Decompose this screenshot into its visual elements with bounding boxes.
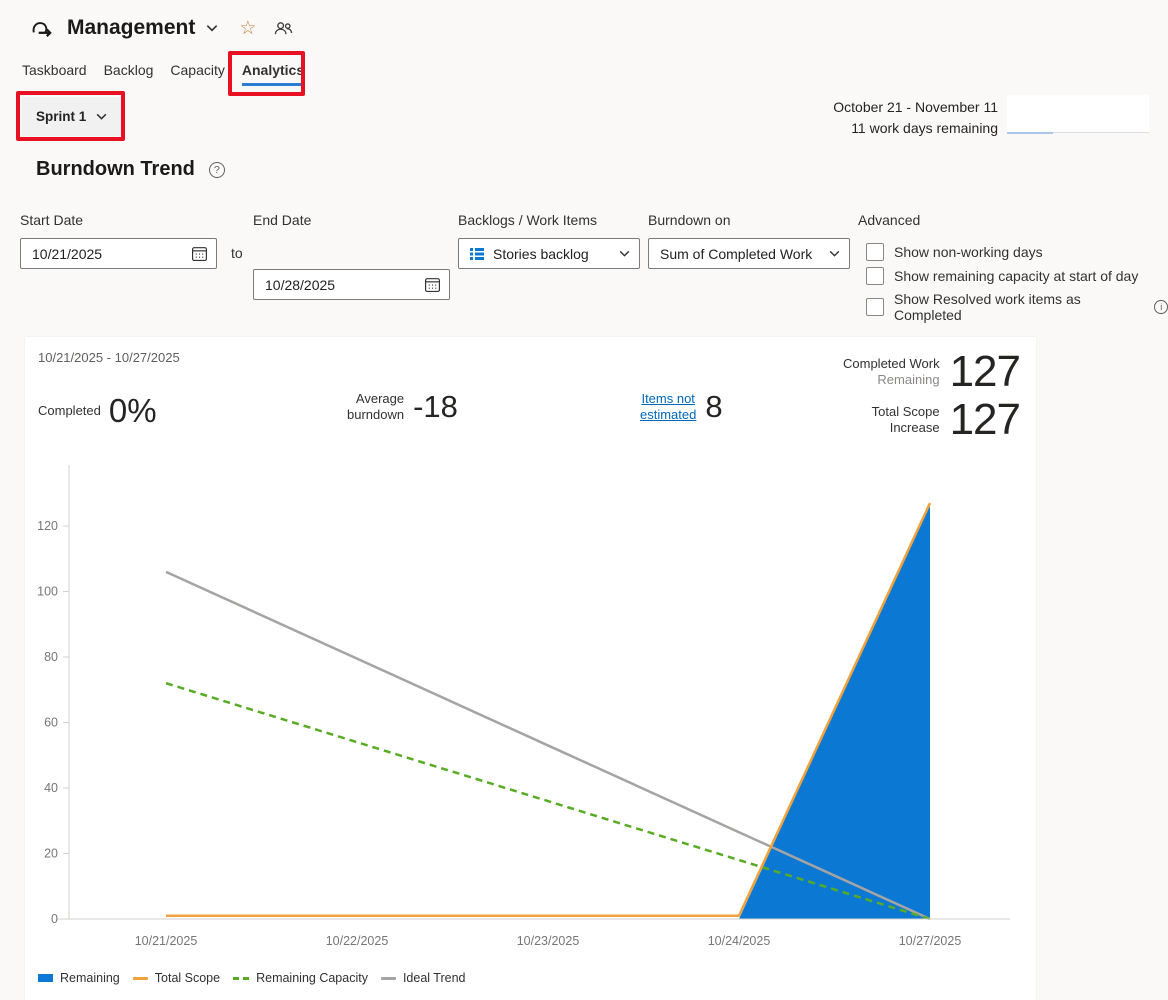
legend-swatch	[38, 974, 53, 982]
page-title-row: Burndown Trend ?	[36, 158, 225, 181]
burndown-on-dropdown[interactable]: Sum of Completed Work	[648, 238, 850, 269]
advanced-label: Advanced	[858, 212, 921, 228]
project-title[interactable]: Management	[67, 16, 196, 39]
burndown-chart: 0 20 40 60 80 100 120 10/21/2025 10/22/2025 10/23…	[25, 447, 1036, 959]
iteration-date-range: October 21 - November 11	[833, 99, 998, 115]
burndown-chart-svg: 0 20 40 60 80 100 120 10/21/2025 10/22/2025 10/23…	[37, 465, 1010, 948]
stat-items-not-estimated-value: 8	[705, 389, 723, 424]
backlog-picker-label: Backlogs / Work Items	[458, 212, 598, 228]
calendar-icon[interactable]	[191, 245, 208, 267]
items-not-estimated-link[interactable]: Items not estimated	[640, 391, 696, 423]
stat-completed-work-value: 127	[949, 347, 1021, 396]
tab-capacity[interactable]: Capacity	[170, 62, 225, 78]
iteration-date-info: October 21 - November 11 11 work days re…	[833, 97, 998, 139]
svg-text:80: 80	[44, 650, 58, 664]
start-date-field	[20, 238, 217, 269]
chevron-down-icon[interactable]	[205, 21, 219, 35]
checkbox-label: Show remaining capacity at start of day	[894, 268, 1139, 284]
svg-text:40: 40	[44, 781, 58, 795]
svg-text:10/21/2025: 10/21/2025	[135, 934, 198, 948]
legend-label: Total Scope	[154, 971, 221, 985]
stat-completed-label: Completed	[38, 403, 101, 418]
link-line2: estimated	[640, 407, 697, 422]
checkbox-label: Show Resolved work items as Completed	[894, 291, 1081, 323]
option-show-resolved-as-completed: Show Resolved work items as Completed i	[866, 291, 1168, 323]
chevron-down-icon	[829, 250, 840, 257]
svg-text:120: 120	[37, 519, 58, 533]
chart-date-range: 10/21/2025 - 10/27/2025	[38, 350, 180, 365]
svg-text:60: 60	[44, 716, 58, 730]
svg-text:20: 20	[44, 847, 58, 861]
stat-cw-label-line2: Remaining	[877, 372, 940, 387]
tab-taskboard[interactable]: Taskboard	[22, 62, 87, 78]
checkbox[interactable]	[866, 267, 884, 285]
stat-ts-label-line2: Increase	[889, 420, 940, 435]
sprint-icon	[30, 17, 53, 40]
sprint-selector-button[interactable]: Sprint 1	[22, 97, 123, 136]
tab-analytics[interactable]: Analytics	[241, 60, 305, 86]
help-icon[interactable]: ?	[208, 161, 225, 178]
backlog-picker-dropdown[interactable]: Stories backlog	[458, 238, 640, 269]
burndown-on-value: Sum of Completed Work	[660, 245, 813, 262]
stat-average-label-line2: burndown	[347, 407, 405, 422]
legend-item-remaining-capacity: Remaining Capacity	[233, 971, 368, 985]
backlog-icon	[470, 247, 484, 260]
stat-items-not-estimated: Items not estimated 8	[640, 389, 723, 425]
legend-item-remaining: Remaining	[38, 971, 120, 985]
chart-legend: Remaining Total Scope Remaining Capacity Id…	[38, 971, 466, 985]
to-label: to	[231, 245, 243, 261]
blank-overlay-panel	[1007, 95, 1149, 134]
svg-text:10/22/2025: 10/22/2025	[326, 934, 389, 948]
calendar-icon[interactable]	[424, 276, 441, 298]
legend-label: Remaining	[60, 971, 120, 985]
svg-text:10/24/2025: 10/24/2025	[708, 934, 771, 948]
svg-text:100: 100	[37, 585, 58, 599]
stat-completed-work-remaining: Completed Work Remaining 127	[843, 347, 1021, 397]
legend-swatch	[380, 976, 396, 980]
legend-item-ideal-trend: Ideal Trend	[380, 971, 466, 985]
backlog-picker-value: Stories backlog	[493, 245, 589, 262]
work-days-remaining: 11 work days remaining	[851, 120, 998, 136]
option-show-non-working-days: Show non-working days	[866, 243, 1043, 261]
page-title: Burndown Trend	[36, 158, 195, 180]
end-date-input[interactable]	[253, 269, 450, 300]
sprint-selector-label: Sprint 1	[36, 109, 87, 124]
burndown-chart-card: 10/21/2025 - 10/27/2025 Completed 0% Ave…	[25, 337, 1036, 1000]
option-show-remaining-capacity: Show remaining capacity at start of day	[866, 267, 1138, 285]
legend-item-total-scope: Total Scope	[132, 971, 221, 985]
stat-cw-label-line1: Completed Work	[843, 356, 940, 371]
checkbox-label: Show non-working days	[894, 244, 1043, 260]
svg-text:10/23/2025: 10/23/2025	[517, 934, 580, 948]
tab-backlog[interactable]: Backlog	[103, 62, 154, 78]
stat-ts-label-line1: Total Scope	[871, 404, 940, 419]
link-line1: Items not	[641, 391, 695, 406]
legend-swatch	[132, 976, 148, 980]
svg-text:10/27/2025: 10/27/2025	[899, 934, 962, 948]
checkbox[interactable]	[866, 243, 884, 261]
tab-bar: Taskboard Backlog Capacity Analytics	[22, 60, 305, 86]
start-date-input[interactable]	[20, 238, 217, 269]
app-header: Management ☆	[30, 16, 293, 40]
stat-completed: Completed 0%	[38, 392, 157, 430]
chevron-down-icon	[96, 113, 107, 120]
end-date-label: End Date	[253, 212, 312, 228]
burndown-on-label: Burndown on	[648, 212, 731, 228]
stat-average-value: -18	[413, 389, 458, 424]
stat-completed-value: 0%	[108, 392, 157, 429]
chevron-down-icon	[619, 250, 630, 257]
legend-label: Ideal Trend	[402, 971, 466, 985]
favorite-star-icon[interactable]: ☆	[239, 17, 257, 39]
stat-total-scope-value: 127	[949, 395, 1021, 444]
stat-total-scope-increase: Total Scope Increase 127	[871, 395, 1021, 445]
end-date-field	[253, 269, 450, 300]
info-icon[interactable]: i	[1154, 300, 1168, 314]
start-date-label: Start Date	[20, 212, 84, 228]
legend-label: Remaining Capacity	[256, 971, 368, 985]
legend-swatch	[233, 976, 250, 980]
stat-average-label-line1: Average	[355, 391, 405, 406]
checkbox[interactable]	[866, 298, 884, 316]
stat-average-burndown: Average burndown -18	[347, 389, 458, 425]
team-people-icon[interactable]	[274, 20, 293, 37]
svg-text:0: 0	[51, 912, 58, 926]
